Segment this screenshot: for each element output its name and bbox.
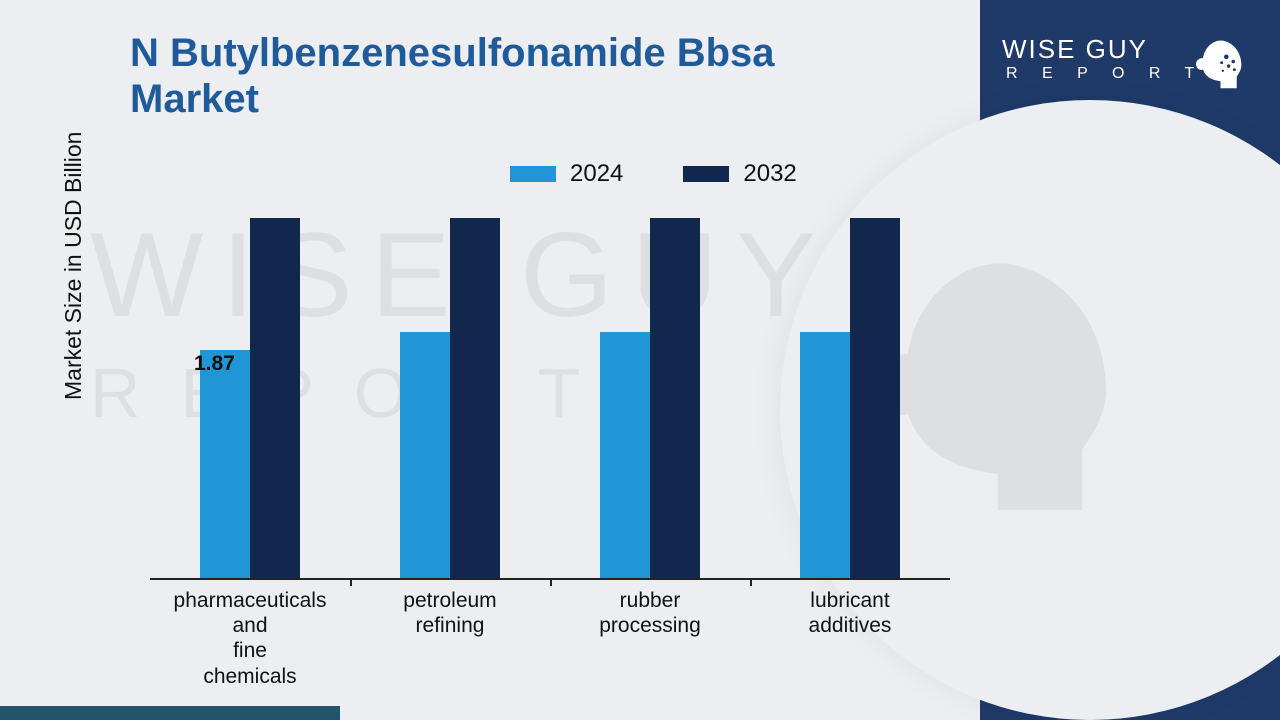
bar [400,332,450,578]
chart-title: N Butylbenzenesulfonamide Bbsa Market [130,30,850,122]
x-tick [550,578,552,586]
bar-chart: Market Size in USD Billion 2024 2032 1.8… [70,160,970,700]
brand-logo: WISE GUY R E P O R T S [1002,34,1242,83]
bar-value-label: 1.87 [194,352,294,376]
legend-item-2024: 2024 [510,160,623,188]
legend-label-2032: 2032 [743,160,796,188]
bar-group: 1.87 [200,218,300,578]
bar [650,218,700,578]
y-axis-label: Market Size in USD Billion [60,132,87,400]
bar-group [600,218,700,578]
bottom-accent-bar [0,706,340,720]
x-tick-label: petroleumrefining [365,588,535,689]
legend: 2024 2032 [510,160,797,188]
legend-item-2032: 2032 [683,160,796,188]
x-tick-label: pharmaceuticalsandfinechemicals [165,588,335,689]
legend-label-2024: 2024 [570,160,623,188]
stage: WISE GUY R E P O R T S WISE GUY REPORTS … [0,0,1280,720]
legend-swatch-2024 [510,166,556,182]
bar-group [800,218,900,578]
bar [250,218,300,578]
bar [600,332,650,578]
legend-swatch-2032 [683,166,729,182]
bar [200,350,250,578]
x-tick-label: lubricantadditives [765,588,935,689]
x-axis-labels: pharmaceuticalsandfinechemicals petroleum… [150,588,950,689]
brand-head-icon [1188,36,1246,94]
x-tick [750,578,752,586]
x-tick [350,578,352,586]
x-tick-label: rubberprocessing [565,588,735,689]
bar-group [400,218,500,578]
bar [800,332,850,578]
plot-area: 1.87 [150,190,950,580]
bar [450,218,500,578]
bar [850,218,900,578]
bar-groups: 1.87 [150,190,950,578]
